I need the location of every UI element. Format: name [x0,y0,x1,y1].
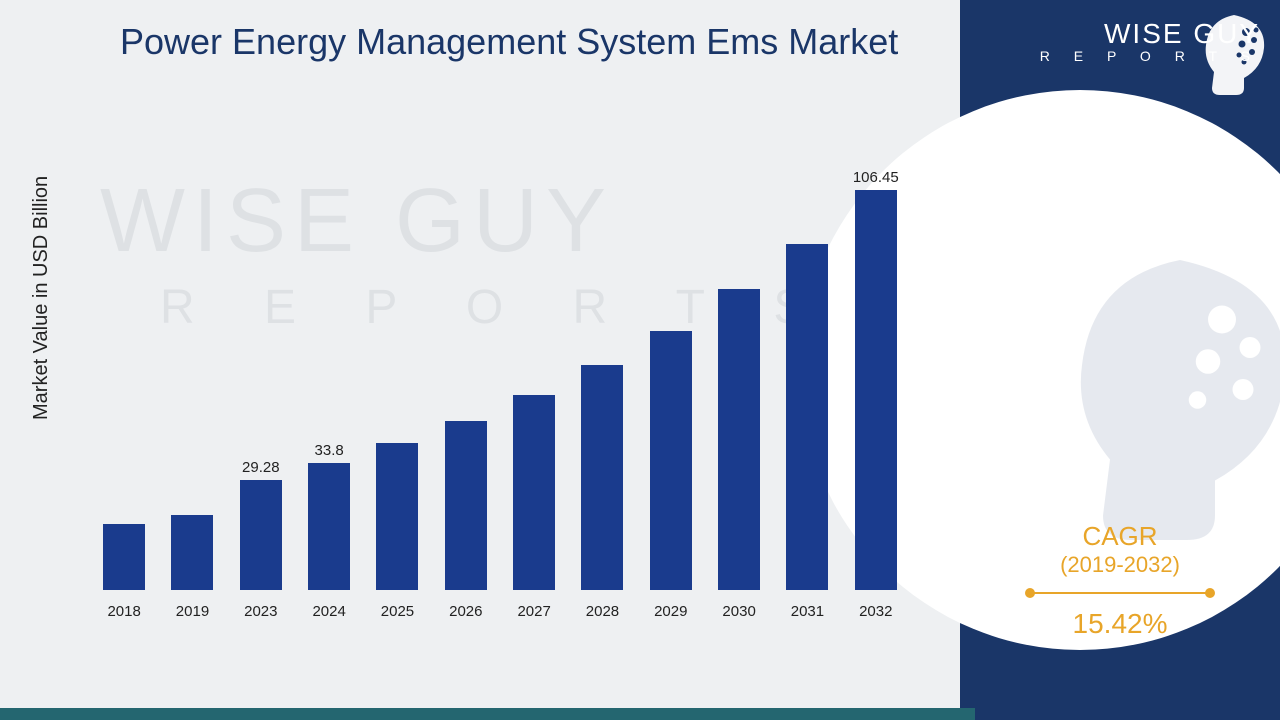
x-tick-label: 2025 [365,603,429,620]
watermark-head-icon [1040,240,1280,560]
x-tick-label: 2026 [434,603,498,620]
cagr-period: (2019-2032) [1010,552,1230,578]
x-tick-label: 2031 [775,603,839,620]
x-tick-label: 2024 [297,603,361,620]
bar [103,524,145,590]
bar-chart: 29.2833.8106.45 201820192023202420252026… [90,190,910,620]
bar [855,190,897,590]
bar [718,289,760,590]
bar [650,331,692,590]
bar-group [502,395,566,590]
cagr-block: CAGR (2019-2032) 15.42% [1010,521,1230,640]
bar [786,244,828,590]
logo-main-text: WISE GUY [1040,18,1260,50]
bar [308,463,350,590]
x-tick-label: 2029 [639,603,703,620]
bar-group: 106.45 [844,169,908,590]
x-tick-label: 2018 [92,603,156,620]
bar-group [707,289,771,590]
bar-group [92,524,156,590]
bar-group [434,421,498,590]
y-axis-label: Market Value in USD Billion [30,176,53,420]
main-chart-area: Power Energy Management System Ems Marke… [0,0,975,720]
bar [171,515,213,590]
x-axis-labels: 20182019 202320242025 202620272028 20292030… [90,603,910,620]
bar [240,480,282,590]
bar-value-label: 33.8 [315,442,344,459]
chart-title: Power Energy Management System Ems Marke… [120,20,898,63]
bar-group [639,331,703,590]
bar-value-label: 106.45 [853,169,899,186]
bottom-accent-bar [0,708,975,720]
x-tick-label: 2030 [707,603,771,620]
x-tick-label: 2019 [160,603,224,620]
bar [513,395,555,590]
cagr-title: CAGR [1010,521,1230,552]
bar-group [570,365,634,590]
x-tick-label: 2028 [570,603,634,620]
bar [581,365,623,590]
x-tick-label: 2032 [844,603,908,620]
bar-group [160,515,224,590]
bar [445,421,487,590]
bar-group [365,443,429,590]
bars-row: 29.2833.8106.45 [90,190,910,590]
brand-logo: WISE GUY R E P O R T S [1040,18,1260,64]
logo-sub-text: R E P O R T S [1040,48,1260,64]
bar-group: 33.8 [297,442,361,590]
bar-value-label: 29.28 [242,459,280,476]
bar-group: 29.28 [229,459,293,590]
x-tick-label: 2023 [229,603,293,620]
bar [376,443,418,590]
bar-group [775,244,839,590]
cagr-divider [1030,592,1210,594]
x-tick-label: 2027 [502,603,566,620]
cagr-value: 15.42% [1010,608,1230,640]
